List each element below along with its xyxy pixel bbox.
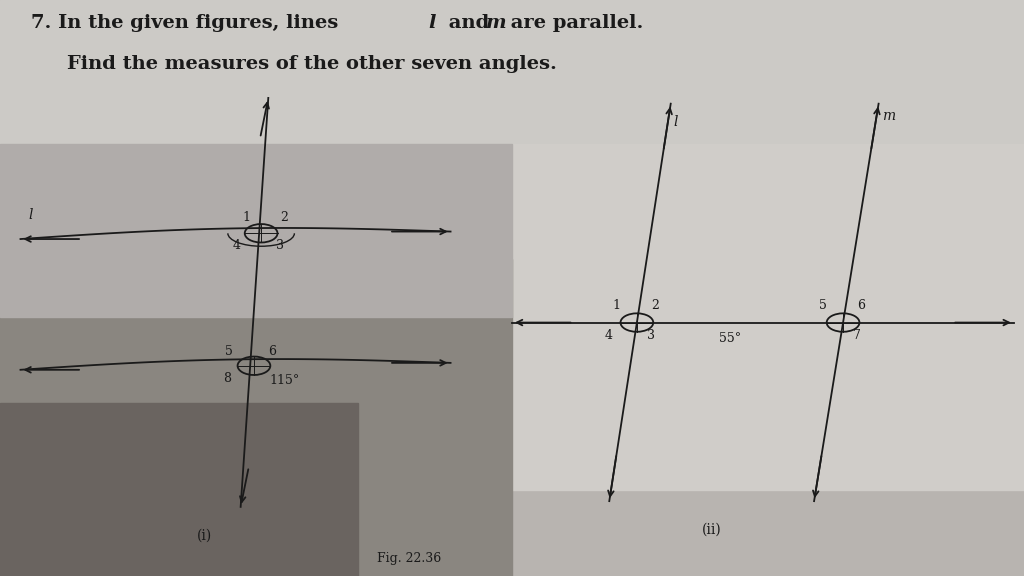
Text: m: m <box>883 109 895 123</box>
Bar <box>0 0 1024 161</box>
Text: l: l <box>674 115 678 129</box>
Bar <box>0 144 512 317</box>
Text: 4: 4 <box>232 240 241 252</box>
Text: 7: 7 <box>853 329 861 342</box>
Text: 115°: 115° <box>269 374 300 386</box>
Text: 8: 8 <box>223 372 231 385</box>
Bar <box>512 144 1024 490</box>
Text: Find the measures of the other seven angles.: Find the measures of the other seven ang… <box>67 55 556 73</box>
Text: 6: 6 <box>857 299 865 312</box>
Text: l: l <box>29 208 33 222</box>
Text: 3: 3 <box>647 329 655 342</box>
Text: (i): (i) <box>198 529 212 543</box>
Bar <box>0 161 1024 288</box>
Text: 6: 6 <box>268 346 276 358</box>
Text: (ii): (ii) <box>701 523 722 537</box>
Text: 3: 3 <box>275 240 284 252</box>
Text: Fig. 22.36: Fig. 22.36 <box>378 552 441 565</box>
Text: 2: 2 <box>280 211 288 223</box>
Text: 55°: 55° <box>719 332 740 345</box>
Text: 1: 1 <box>243 211 251 223</box>
Text: are parallel.: are parallel. <box>504 14 643 32</box>
Bar <box>0 403 358 576</box>
Text: 4: 4 <box>604 329 612 342</box>
Bar <box>0 259 512 576</box>
Text: 1: 1 <box>612 299 621 312</box>
Text: m: m <box>486 14 507 32</box>
Text: 2: 2 <box>651 299 659 312</box>
Text: 7. In the given figures, lines: 7. In the given figures, lines <box>31 14 345 32</box>
Text: 5: 5 <box>818 299 826 312</box>
Text: l: l <box>428 14 435 32</box>
Text: and: and <box>442 14 497 32</box>
Text: 5: 5 <box>225 346 233 358</box>
